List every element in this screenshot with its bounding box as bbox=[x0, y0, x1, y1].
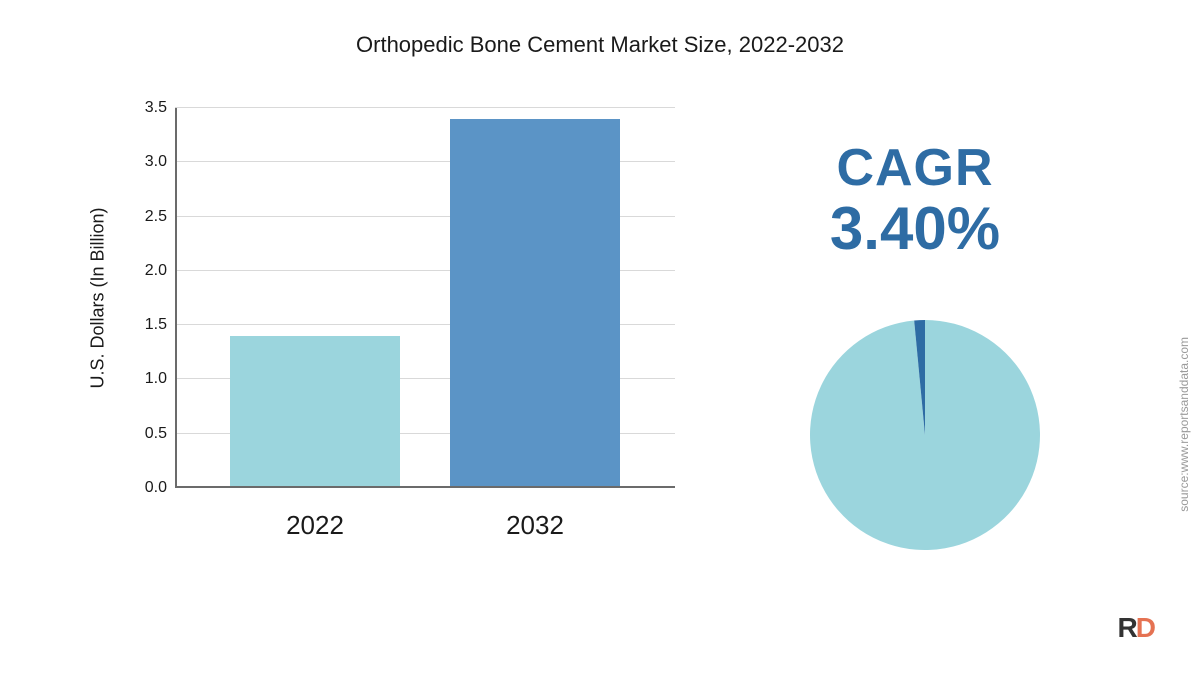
y-tick-label: 3.0 bbox=[145, 153, 175, 171]
x-tick-label: 2032 bbox=[506, 510, 564, 541]
chart-container: Orthopedic Bone Cement Market Size, 2022… bbox=[0, 0, 1200, 674]
cagr-block: CAGR 3.40% bbox=[765, 138, 1065, 263]
logo: RD bbox=[1118, 612, 1154, 644]
y-tick-label: 1.0 bbox=[145, 370, 175, 388]
y-tick-label: 1.5 bbox=[145, 316, 175, 334]
bar-2022 bbox=[230, 336, 400, 488]
chart-title: Orthopedic Bone Cement Market Size, 2022… bbox=[0, 32, 1200, 58]
y-axis-line bbox=[175, 108, 177, 488]
y-tick-label: 3.5 bbox=[145, 99, 175, 117]
x-axis-line bbox=[175, 486, 675, 488]
x-tick-label: 2022 bbox=[286, 510, 344, 541]
y-tick-label: 0.5 bbox=[145, 425, 175, 443]
y-axis-label: U.S. Dollars (In Billion) bbox=[88, 207, 109, 388]
y-tick-label: 2.0 bbox=[145, 262, 175, 280]
y-tick-label: 0.0 bbox=[145, 479, 175, 497]
pie-chart bbox=[810, 320, 1040, 550]
logo-r: R bbox=[1118, 612, 1136, 643]
source-text: source:www.reportsanddata.com bbox=[1177, 337, 1191, 512]
logo-d: D bbox=[1136, 612, 1154, 643]
y-tick-label: 2.5 bbox=[145, 208, 175, 226]
cagr-value: 3.40% bbox=[765, 194, 1065, 263]
bar-chart: 0.00.51.01.52.02.53.03.5 20222032 bbox=[175, 108, 675, 488]
bar-2032 bbox=[450, 119, 620, 488]
bars-group bbox=[175, 108, 675, 488]
cagr-label: CAGR bbox=[765, 138, 1065, 198]
